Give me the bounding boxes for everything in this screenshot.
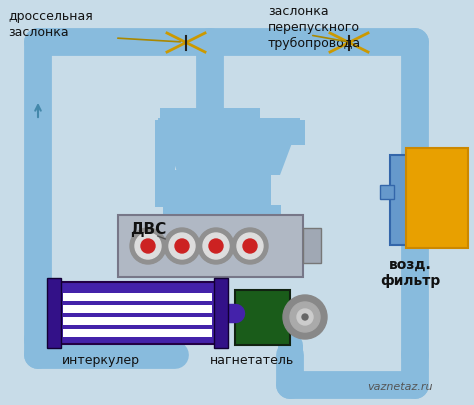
Circle shape <box>175 239 189 253</box>
Bar <box>63 317 212 325</box>
Bar <box>235 290 290 345</box>
Text: возд.
фильтр: возд. фильтр <box>380 258 440 288</box>
Circle shape <box>135 233 161 259</box>
Bar <box>166 170 184 215</box>
Bar <box>198 85 222 125</box>
Bar <box>183 140 200 200</box>
Text: нагнетатель: нагнетатель <box>210 354 294 367</box>
Bar <box>63 293 212 301</box>
Bar <box>233 140 255 200</box>
Text: vaznetaz.ru: vaznetaz.ru <box>367 382 433 392</box>
Bar <box>163 205 281 217</box>
Bar <box>155 140 175 200</box>
Bar <box>63 305 212 313</box>
Circle shape <box>164 228 200 264</box>
Circle shape <box>203 233 229 259</box>
Circle shape <box>297 309 313 325</box>
Circle shape <box>290 302 320 332</box>
Bar <box>155 120 305 145</box>
Text: интеркулер: интеркулер <box>62 354 140 367</box>
Circle shape <box>130 228 166 264</box>
Bar <box>253 170 271 215</box>
Circle shape <box>169 233 195 259</box>
Circle shape <box>237 233 263 259</box>
Bar <box>63 329 212 337</box>
Bar <box>118 215 303 277</box>
Circle shape <box>232 228 268 264</box>
Bar <box>155 195 255 207</box>
Polygon shape <box>165 135 295 175</box>
Text: ДВС: ДВС <box>130 222 166 237</box>
Bar <box>406 148 468 248</box>
Bar <box>158 118 300 138</box>
Bar <box>224 170 242 215</box>
Bar <box>55 282 220 344</box>
Circle shape <box>209 239 223 253</box>
Circle shape <box>302 314 308 320</box>
Circle shape <box>243 239 257 253</box>
Bar <box>196 170 214 215</box>
Bar <box>160 108 260 130</box>
Bar <box>390 155 412 245</box>
Bar <box>214 278 228 348</box>
Circle shape <box>198 228 234 264</box>
Bar <box>303 228 321 263</box>
Bar <box>208 140 225 200</box>
Bar <box>47 278 61 348</box>
Circle shape <box>141 239 155 253</box>
Bar <box>200 90 218 122</box>
Bar <box>380 185 394 199</box>
Circle shape <box>283 295 327 339</box>
Text: дроссельная
заслонка: дроссельная заслонка <box>8 10 93 39</box>
Text: заслонка
перепускного
трубопровода: заслонка перепускного трубопровода <box>268 5 361 50</box>
